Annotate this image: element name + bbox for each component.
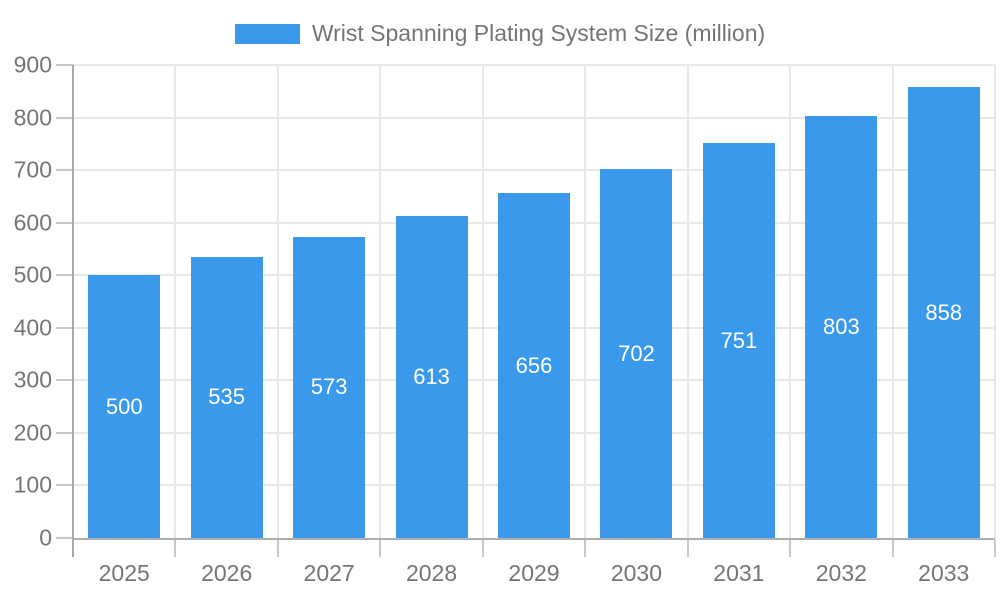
v-gridline — [686, 65, 689, 538]
y-axis-tick — [56, 221, 73, 224]
v-gridline — [276, 65, 279, 538]
y-axis-tick — [56, 537, 73, 539]
bar-value-label: 500 — [105, 393, 143, 419]
y-axis-tick — [56, 64, 73, 66]
v-gridline — [891, 65, 894, 538]
y-axis-label: 100 — [13, 471, 52, 498]
y-axis-line — [72, 65, 74, 557]
y-axis-label: 200 — [13, 419, 52, 446]
bar-2032[interactable] — [805, 115, 878, 538]
bar-value-label: 613 — [413, 363, 450, 389]
h-gridline — [73, 64, 995, 66]
v-gridline — [789, 65, 792, 538]
v-gridline — [379, 65, 382, 538]
y-axis-label: 800 — [13, 104, 52, 131]
y-axis-tick — [56, 274, 73, 277]
x-axis-tick — [481, 540, 484, 557]
bar-2026[interactable] — [190, 256, 263, 538]
bar-value-label: 656 — [515, 352, 553, 378]
bar-value-label: 858 — [925, 299, 963, 325]
y-axis-tick — [56, 431, 73, 434]
x-axis-tick — [379, 540, 382, 557]
chart-legend[interactable]: Wrist Spanning Plating System Size (mill… — [0, 20, 1000, 47]
h-gridline — [73, 116, 995, 119]
y-axis-tick — [56, 169, 73, 172]
bar-2031[interactable] — [702, 143, 775, 538]
x-axis-tick — [686, 540, 689, 557]
x-axis-label: 2029 — [508, 560, 560, 586]
x-axis-label: 2025 — [98, 560, 150, 586]
h-gridline — [73, 169, 995, 172]
legend-swatch-icon — [234, 23, 300, 44]
y-axis-tick — [56, 379, 73, 382]
bar-value-label: 535 — [208, 384, 246, 410]
bar-value-label: 803 — [822, 313, 860, 339]
x-axis-tick — [174, 540, 177, 557]
bar-2030[interactable] — [600, 169, 673, 538]
x-axis-label: 2027 — [303, 560, 355, 586]
x-axis-label: 2030 — [610, 560, 663, 586]
v-gridline — [994, 65, 996, 538]
x-axis-tick — [789, 540, 792, 557]
x-axis-line — [72, 538, 995, 540]
v-gridline — [481, 65, 484, 538]
y-axis-label: 700 — [13, 156, 52, 183]
x-axis-tick — [276, 540, 279, 557]
x-axis-tick — [584, 540, 587, 557]
bar-value-label: 751 — [720, 327, 758, 353]
x-axis-label: 2031 — [713, 560, 765, 586]
bar-value-label: 573 — [310, 374, 348, 400]
y-axis-label: 500 — [13, 261, 52, 288]
y-axis-label: 0 — [39, 524, 52, 551]
bar-value-label: 702 — [618, 340, 655, 366]
y-axis-tick — [56, 484, 73, 487]
y-axis-label: 900 — [13, 51, 52, 78]
bar-2027[interactable] — [293, 236, 366, 538]
x-axis-tick — [994, 540, 996, 557]
bar-2029[interactable] — [498, 193, 570, 538]
y-axis-label: 400 — [13, 314, 52, 341]
y-axis-tick — [56, 326, 73, 329]
x-axis-label: 2033 — [918, 560, 970, 586]
x-axis-label: 2032 — [815, 560, 867, 586]
y-axis-label: 600 — [13, 209, 52, 236]
bar-2028[interactable] — [395, 215, 468, 538]
x-axis-tick — [891, 540, 894, 557]
y-axis-tick — [56, 116, 73, 119]
v-gridline — [584, 65, 587, 538]
y-axis-label: 300 — [13, 366, 52, 393]
x-axis-label: 2028 — [405, 560, 458, 586]
bar-2033[interactable] — [907, 87, 980, 538]
v-gridline — [174, 65, 177, 538]
legend-label: Wrist Spanning Plating System Size (mill… — [311, 20, 766, 46]
bar-2025[interactable] — [88, 275, 161, 538]
x-axis-label: 2026 — [201, 560, 253, 586]
